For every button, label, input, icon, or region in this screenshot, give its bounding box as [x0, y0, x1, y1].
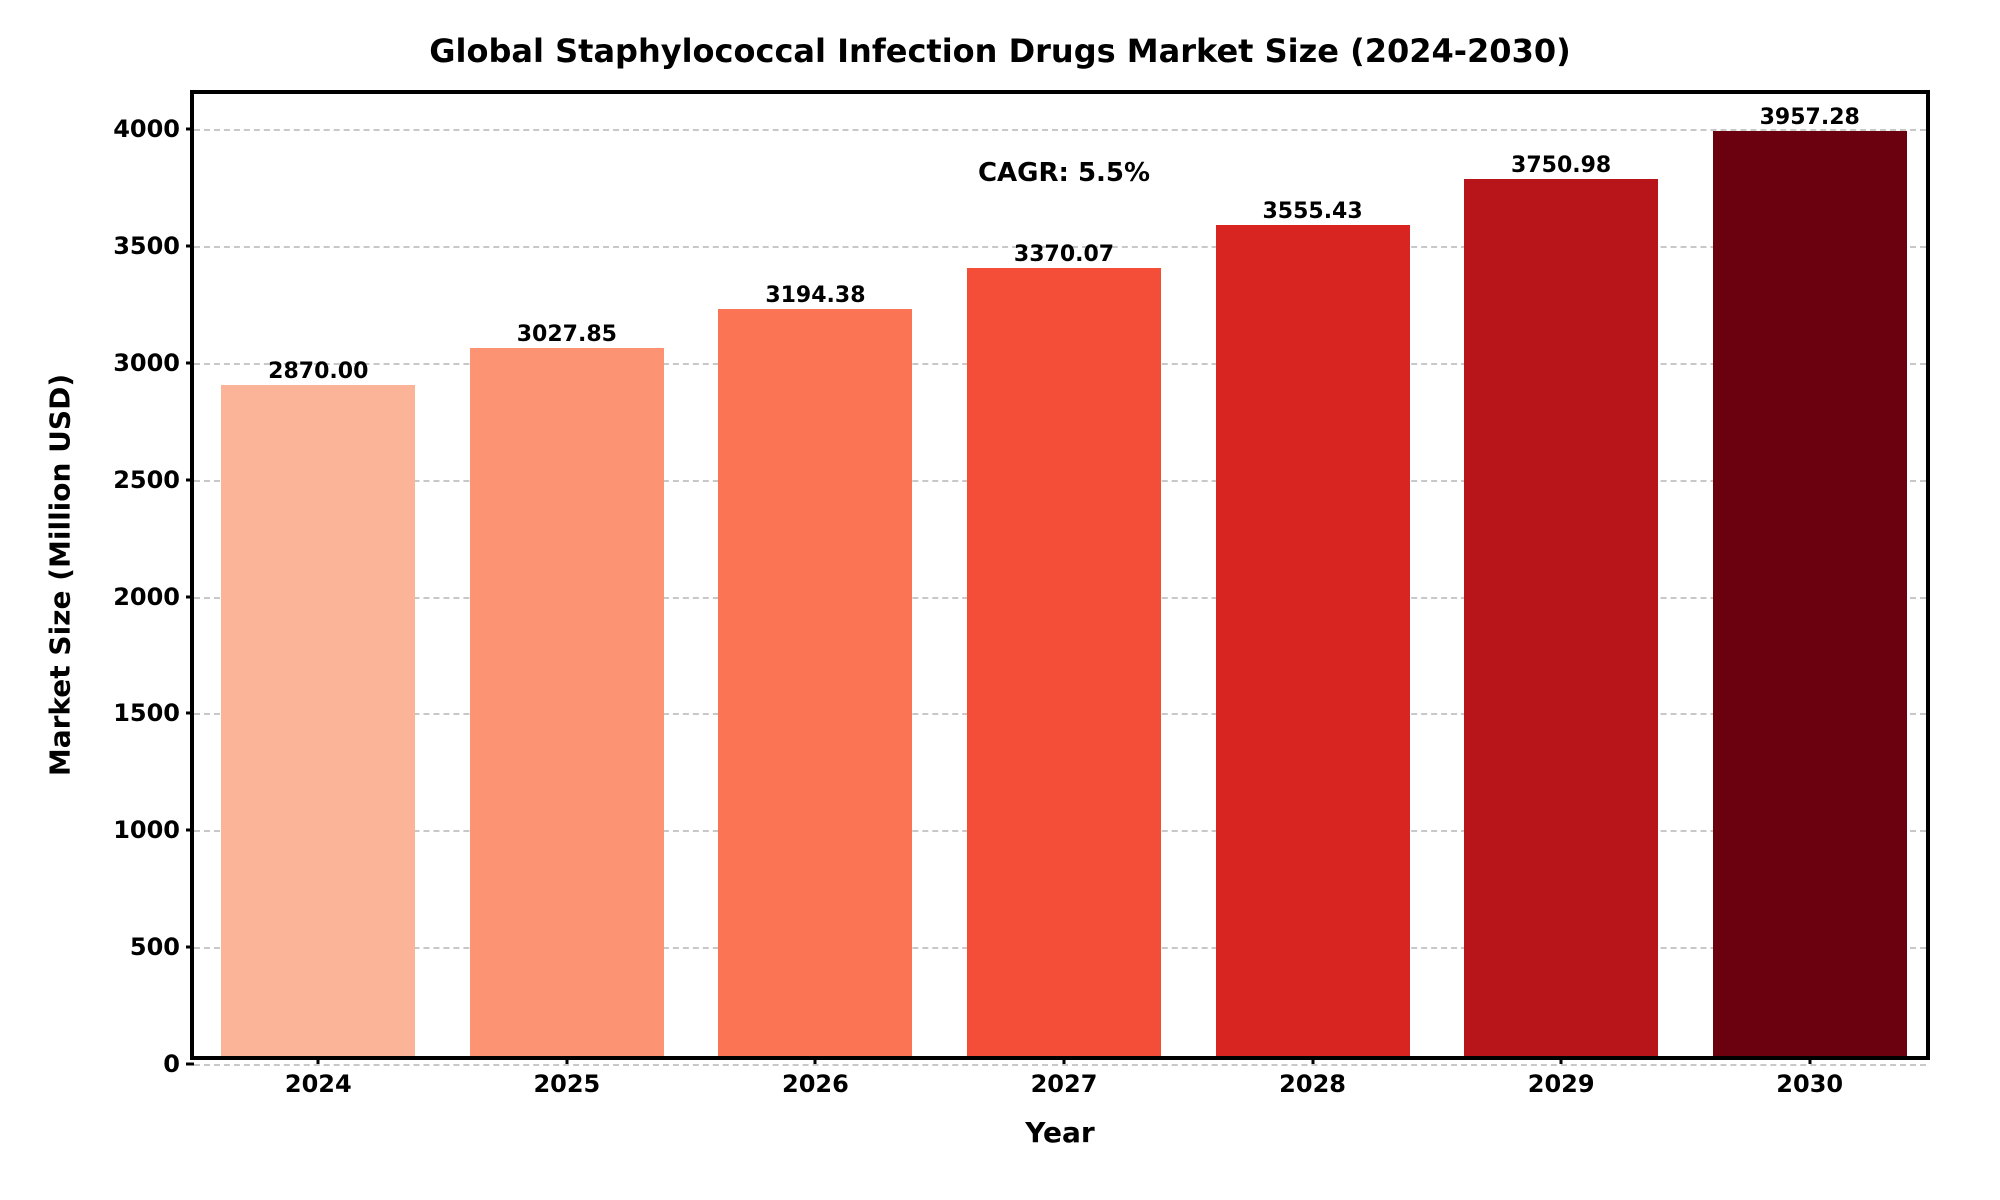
x-tick-label: 2028: [1279, 1070, 1346, 1098]
y-tick-mark: [186, 1063, 194, 1066]
x-tick-label: 2027: [1031, 1070, 1098, 1098]
plot-area: 050010001500200025003000350040002870.002…: [190, 90, 1930, 1060]
y-tick-label: 2000: [113, 583, 180, 611]
bar: [1216, 225, 1410, 1056]
x-axis-label: Year: [1025, 1116, 1094, 1149]
y-tick-mark: [186, 829, 194, 832]
x-tick-mark: [1063, 1056, 1066, 1064]
chart-title: Global Staphylococcal Infection Drugs Ma…: [0, 32, 2000, 70]
cagr-annotation: CAGR: 5.5%: [978, 158, 1150, 188]
x-tick-mark: [1560, 1056, 1563, 1064]
bar: [718, 309, 912, 1056]
y-axis-label: Market Size (Million USD): [44, 374, 77, 776]
y-tick-mark: [186, 361, 194, 364]
y-tick-mark: [186, 478, 194, 481]
bar-value-label: 3194.38: [765, 283, 865, 308]
gridline: [194, 129, 1926, 131]
y-tick-label: 3500: [113, 232, 180, 260]
y-tick-label: 500: [130, 933, 180, 961]
y-tick-mark: [186, 244, 194, 247]
bar-value-label: 3370.07: [1014, 242, 1114, 267]
x-tick-label: 2029: [1528, 1070, 1595, 1098]
x-tick-mark: [814, 1056, 817, 1064]
bar-value-label: 3750.98: [1511, 153, 1611, 178]
x-tick-mark: [1808, 1056, 1811, 1064]
x-tick-label: 2030: [1776, 1070, 1843, 1098]
x-tick-label: 2024: [285, 1070, 352, 1098]
y-tick-label: 1500: [113, 699, 180, 727]
y-tick-label: 1000: [113, 816, 180, 844]
bar-value-label: 3957.28: [1760, 105, 1860, 130]
x-tick-label: 2026: [782, 1070, 849, 1098]
bar: [1464, 179, 1658, 1056]
bar-value-label: 2870.00: [268, 359, 368, 384]
bar: [470, 348, 664, 1056]
x-tick-mark: [565, 1056, 568, 1064]
y-tick-label: 2500: [113, 466, 180, 494]
x-tick-mark: [317, 1056, 320, 1064]
bar: [967, 268, 1161, 1056]
y-tick-label: 0: [163, 1050, 180, 1078]
y-tick-mark: [186, 712, 194, 715]
bar: [1713, 131, 1907, 1056]
bar-value-label: 3027.85: [517, 322, 617, 347]
y-tick-label: 4000: [113, 115, 180, 143]
gridline: [194, 1064, 1926, 1066]
y-tick-mark: [186, 946, 194, 949]
bar-value-label: 3555.43: [1262, 199, 1362, 224]
bar: [221, 385, 415, 1056]
y-tick-mark: [186, 128, 194, 131]
chart-container: Global Staphylococcal Infection Drugs Ma…: [0, 0, 2000, 1200]
x-tick-label: 2025: [533, 1070, 600, 1098]
y-tick-label: 3000: [113, 349, 180, 377]
y-tick-mark: [186, 595, 194, 598]
x-tick-mark: [1311, 1056, 1314, 1064]
